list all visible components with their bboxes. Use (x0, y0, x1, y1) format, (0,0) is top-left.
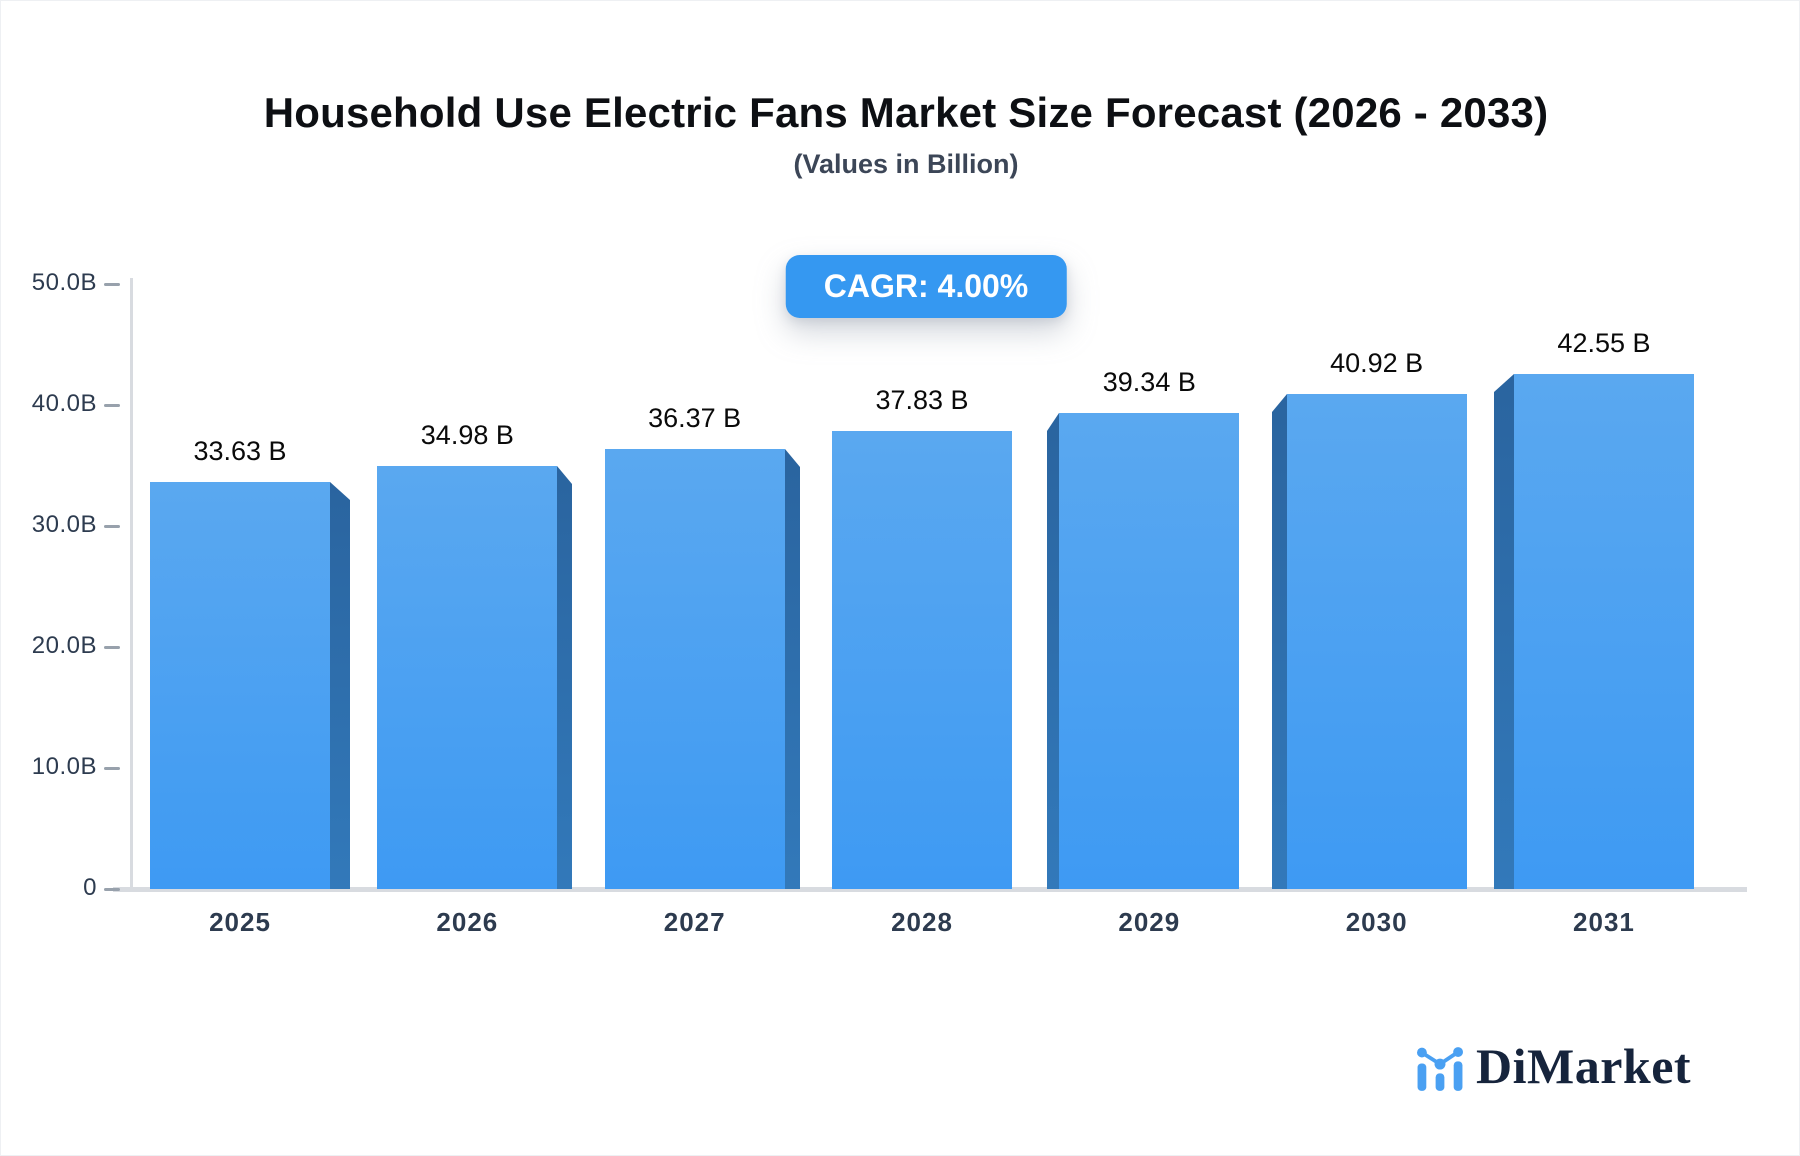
x-axis-label-2027: 2027 (663, 907, 726, 937)
chart-title: Household Use Electric Fans Market Size … (263, 89, 1549, 136)
bar-2027 (605, 449, 785, 889)
bar-value-label: 37.83 B (875, 385, 969, 415)
y-axis-tick-mark (104, 403, 120, 407)
x-axis-label-2031: 2031 (1573, 907, 1635, 937)
y-axis-tick-label: 0 (83, 874, 97, 901)
bar-2025 (150, 482, 330, 889)
bar-value-label: 40.92 B (1330, 348, 1424, 378)
y-axis-tick-mark (104, 524, 120, 528)
y-axis-tick-label: 10.0B (31, 753, 97, 780)
bar-2029 (1059, 413, 1239, 889)
bar-value-label: 33.63 B (193, 436, 287, 466)
y-axis-tick-label: 40.0B (31, 390, 97, 417)
y-axis-tick-mark (104, 887, 120, 891)
x-axis-label-2026: 2026 (436, 907, 499, 937)
bar-2026 (377, 466, 557, 889)
y-axis-tick-mark (104, 766, 120, 770)
bar-side-face (1047, 413, 1059, 889)
bar-chart-logo-icon (1417, 1047, 1463, 1091)
y-axis-tick-label: 30.0B (31, 511, 97, 538)
y-axis-line (130, 278, 133, 890)
bar-2030 (1287, 394, 1467, 889)
x-axis-label-2025: 2025 (209, 907, 271, 937)
chart-subtitle: (Values in Billion) (793, 149, 1019, 179)
bar-2028 (832, 431, 1012, 889)
x-axis-label-2028: 2028 (891, 907, 953, 937)
bar-value-label: 42.55 B (1557, 328, 1651, 358)
y-axis-tick-label: 20.0B (31, 632, 97, 659)
cagr-badge: CAGR: 4.00% (785, 255, 1067, 318)
brand-logo-text: DiMarket (1476, 1038, 1692, 1094)
bar-2031 (1514, 374, 1694, 889)
bar-value-label: 34.98 B (420, 420, 514, 450)
y-axis-tick-mark (104, 645, 120, 649)
bar-side-face (1494, 374, 1514, 889)
x-axis-label-2030: 2030 (1345, 907, 1408, 937)
bar-side-face (557, 466, 572, 889)
x-axis-label-2029: 2029 (1118, 907, 1181, 937)
y-axis-tick-label: 50.0B (31, 269, 97, 296)
bar-side-face (330, 482, 350, 889)
y-axis-tick-mark (104, 282, 120, 286)
bar-side-face (785, 449, 800, 889)
bar-value-label: 39.34 B (1102, 367, 1196, 397)
brand-logo: DiMarket (1417, 1041, 1691, 1091)
bar-side-face (1272, 394, 1287, 889)
bar-value-label: 36.37 B (648, 403, 742, 433)
x-axis-baseline (113, 887, 1747, 892)
